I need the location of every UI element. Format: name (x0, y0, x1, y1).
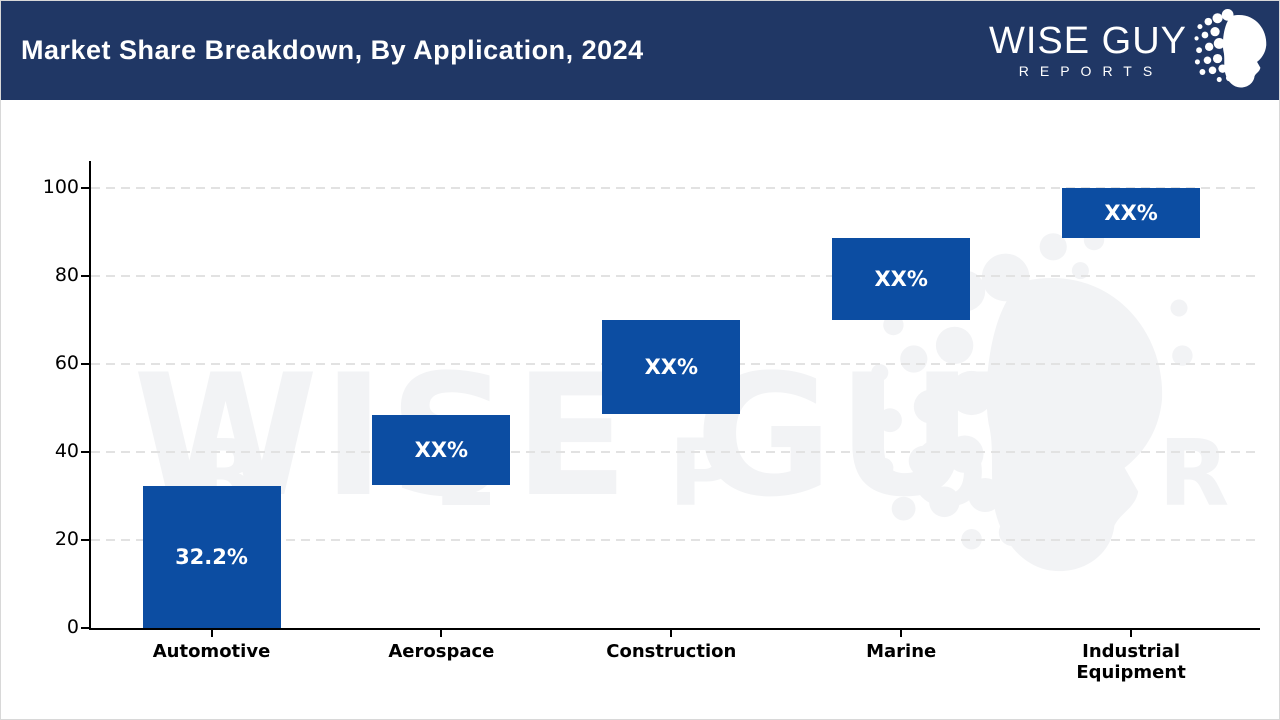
gridline-y20 (91, 539, 1260, 541)
bar-value-label: 32.2% (175, 545, 248, 570)
x-axis-line (89, 628, 1260, 630)
bar-value-label: XX% (414, 438, 469, 462)
bar-value-label: XX% (874, 267, 928, 292)
header-banner: Market Share Breakdown, By Application, … (1, 1, 1279, 100)
page-title: Market Share Breakdown, By Application, … (21, 35, 644, 65)
y-axis-tick-label: 40 (54, 440, 79, 462)
logo-brand-name: WISE GUY (988, 19, 1187, 62)
logo-brand-subtitle: REPORTS (1018, 62, 1164, 79)
chart-area: WISE GUY R E P O R T S 02040608010032.2%… (1, 100, 1279, 719)
waterfall-bar-construction: XX% (602, 320, 741, 415)
y-axis-tick-label: 20 (54, 528, 79, 550)
y-axis-tick-label: 60 (54, 352, 79, 374)
y-axis-tick-label: 100 (42, 176, 79, 198)
y-axis-tick-mark (81, 539, 89, 541)
y-axis-tick-mark (81, 187, 89, 189)
x-axis-tick-mark (440, 630, 443, 637)
x-axis-category-label: Industrial Equipment (1076, 641, 1186, 683)
waterfall-bar-automotive: 32.2% (142, 486, 281, 628)
bar-value-label: XX% (644, 355, 699, 380)
gridline-y80 (91, 275, 1260, 277)
x-axis-tick-mark (210, 630, 213, 637)
x-axis-category-label: Construction (606, 641, 737, 662)
bar-value-label: XX% (1104, 201, 1158, 226)
x-axis-category-label: Automotive (152, 641, 271, 662)
x-axis-tick-mark (900, 630, 903, 637)
gridline-y40 (91, 451, 1260, 453)
y-axis-tick-mark (81, 451, 89, 453)
y-axis-tick-label: 0 (66, 616, 79, 638)
y-axis-line (89, 161, 91, 630)
waterfall-bar-aerospace: XX% (372, 415, 511, 485)
x-axis-category-label: Aerospace (388, 641, 495, 662)
waterfall-bar-industrial-equipment: XX% (1062, 188, 1201, 239)
logo-head-profile-icon (1194, 8, 1267, 87)
x-axis-tick-mark (1130, 630, 1133, 637)
waterfall-bar-marine: XX% (832, 238, 971, 320)
logo-wordmark: WISE GUY REPORTS (989, 22, 1187, 80)
gridline-y100 (91, 187, 1260, 189)
wise-guy-reports-logo: WISE GUY REPORTS (989, 8, 1273, 93)
y-axis-tick-mark (81, 275, 89, 277)
y-axis-tick-mark (81, 627, 89, 629)
x-axis-category-label: Marine (866, 641, 937, 662)
y-axis-tick-mark (81, 363, 89, 365)
y-axis-tick-label: 80 (54, 264, 79, 286)
x-axis-tick-mark (670, 630, 673, 637)
